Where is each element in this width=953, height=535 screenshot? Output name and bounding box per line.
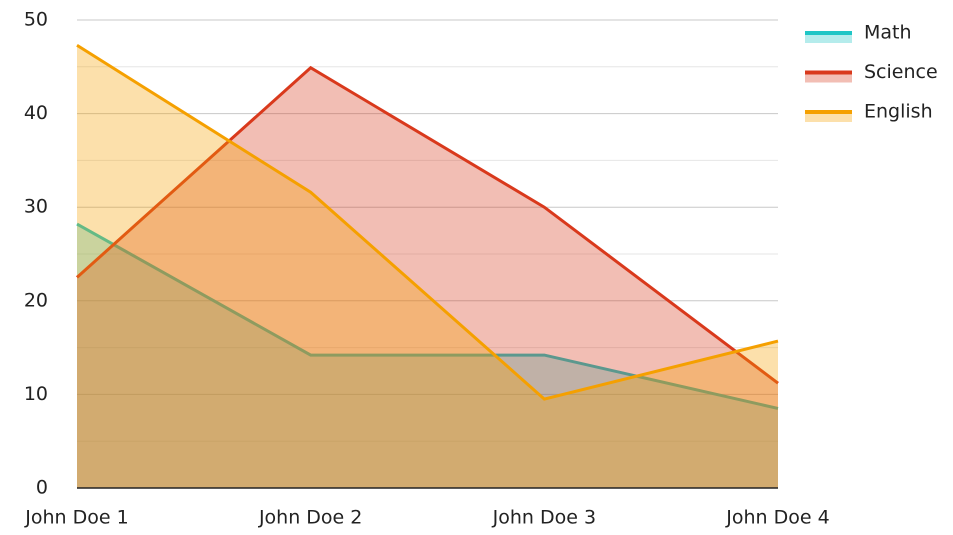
legend-label: English: [864, 101, 933, 123]
y-tick-label: 0: [36, 477, 48, 499]
y-tick-label: 20: [24, 289, 48, 311]
line: [75, 65, 779, 385]
y-tick-label: 50: [24, 9, 48, 31]
x-tick-label: John Doe 1: [24, 507, 128, 529]
x-tick-label: John Doe 4: [725, 507, 829, 529]
y-tick-label: 40: [24, 102, 48, 124]
line: [76, 222, 779, 410]
area: [77, 67, 778, 489]
y-tick-label: 10: [24, 383, 48, 405]
y-tick-label: 30: [24, 196, 48, 218]
line: [76, 44, 779, 401]
legend-label: Science: [864, 61, 938, 83]
x-tick-label: John Doe 2: [258, 507, 362, 529]
x-tick-label: John Doe 3: [492, 507, 596, 529]
legend-label: Math: [864, 22, 912, 44]
